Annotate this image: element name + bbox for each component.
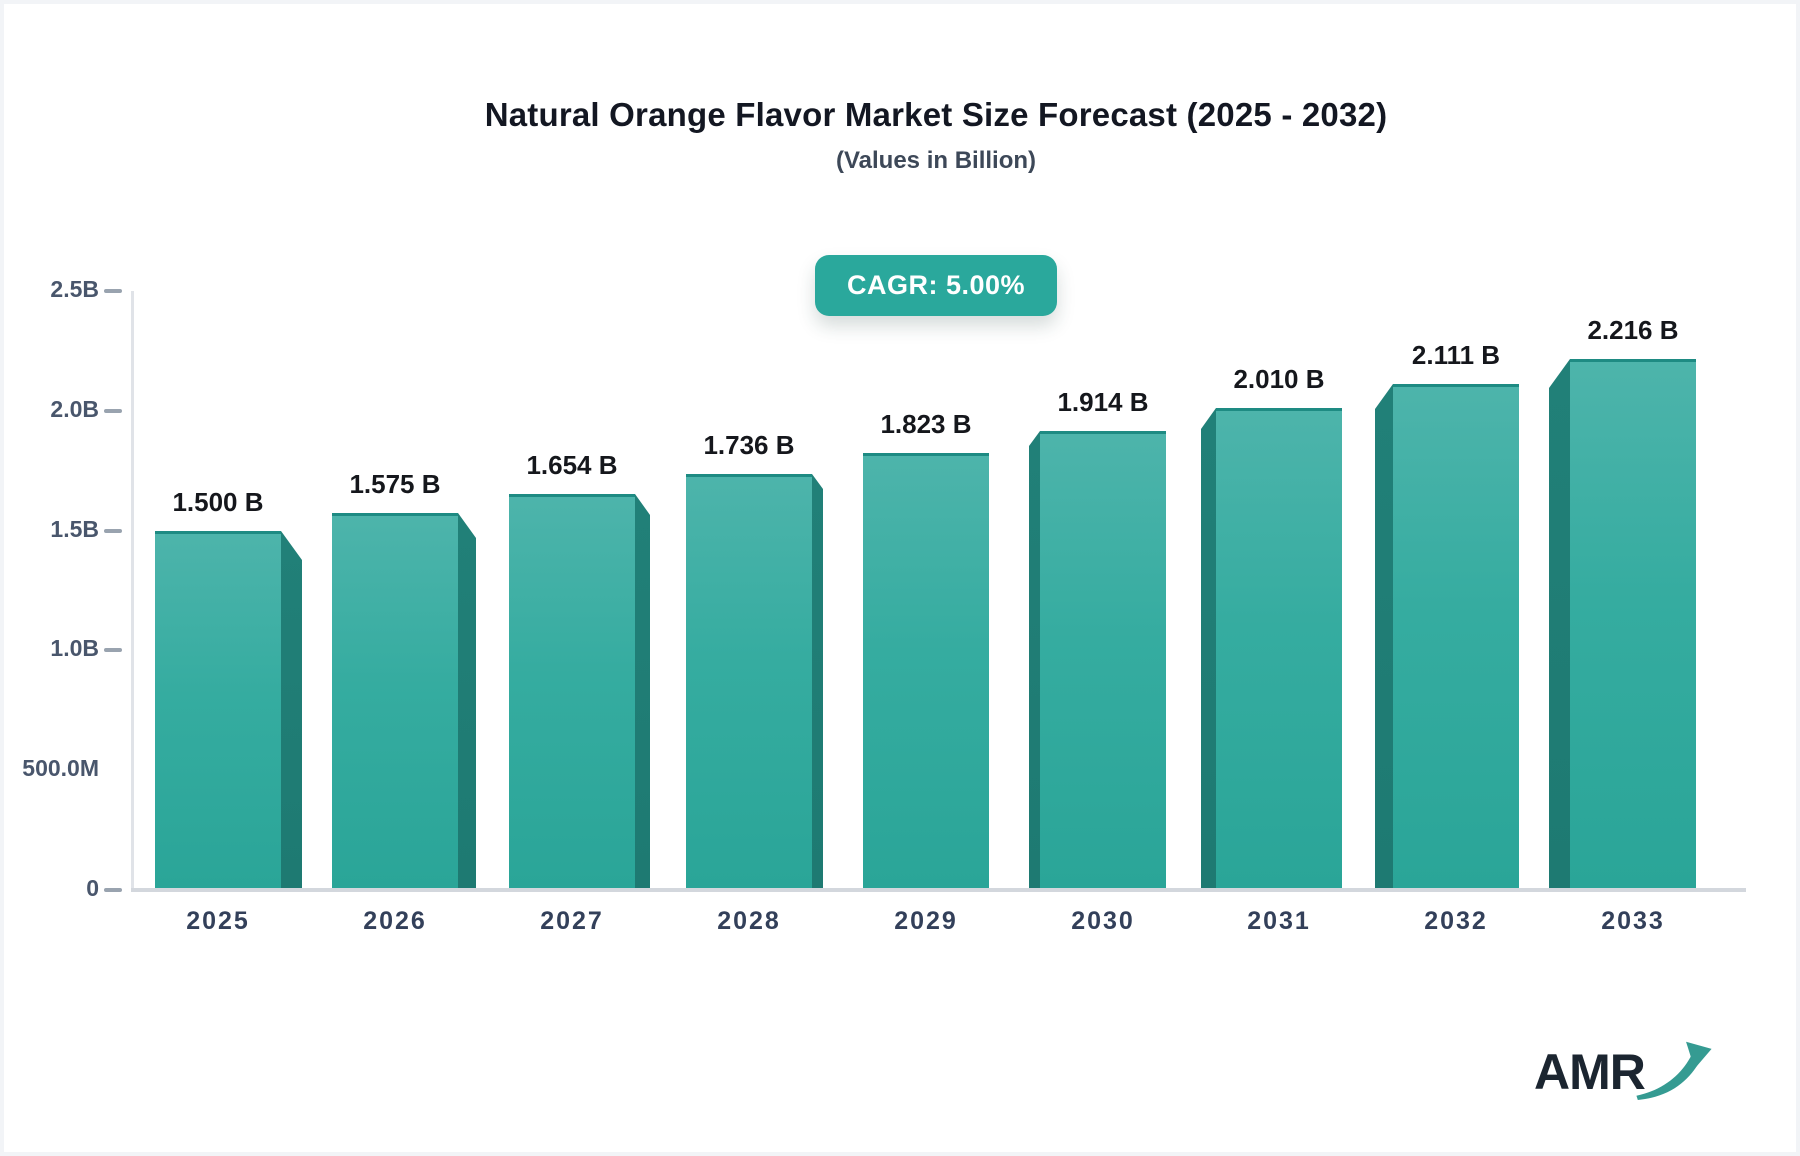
x-axis-label: 2029 <box>894 907 958 935</box>
y-tick-dash <box>104 408 122 413</box>
bar-value-label: 2.010 B <box>1233 364 1325 394</box>
x-axis-label: 2033 <box>1601 907 1665 935</box>
bar-value-label: 1.736 B <box>703 430 795 460</box>
chart-title: Natural Orange Flavor Market Size Foreca… <box>484 96 1388 133</box>
cagr-badge: CAGR: 5.00% <box>814 255 1058 316</box>
y-axis-label: 0 <box>86 875 99 901</box>
bar-side-panel <box>1375 384 1393 890</box>
bar-value-label: 1.823 B <box>880 409 972 439</box>
y-tick-dash <box>104 888 122 892</box>
x-axis-label: 2027 <box>540 907 604 935</box>
bar-value-label: 2.216 B <box>1587 315 1679 345</box>
bar-side-panel <box>1201 408 1216 890</box>
bar-2030 <box>1040 431 1166 890</box>
bar-side-panel <box>281 531 302 890</box>
bar-side-panel <box>635 494 650 890</box>
x-axis-label: 2026 <box>363 907 427 935</box>
bar-2028 <box>686 474 812 890</box>
bar-side-panel <box>1549 359 1570 890</box>
y-tick-dash <box>104 528 122 533</box>
bar-chart: 2.5B 2.0B 1.5B 1.0B 500.0M 0 1.500 B 2025 1.575 … <box>4 4 1796 1152</box>
growth-arrow-icon <box>1636 1041 1712 1100</box>
y-tick-dash <box>104 648 122 653</box>
bar-value-label: 1.575 B <box>349 469 441 499</box>
x-axis-label: 2032 <box>1424 907 1488 935</box>
bar-2032 <box>1393 384 1519 890</box>
bar-2027 <box>509 494 635 890</box>
bar-side-panel <box>1029 431 1040 890</box>
x-axis-label: 2030 <box>1071 907 1135 935</box>
bar-value-label: 1.654 B <box>526 450 618 480</box>
bar-value-label: 1.500 B <box>172 487 264 517</box>
bar-side-panel <box>812 474 823 890</box>
y-tick-dash <box>104 289 122 293</box>
x-axis-label: 2031 <box>1247 907 1311 935</box>
chart-header: Natural Orange Flavor Market Size Foreca… <box>132 4 1740 316</box>
amr-logo: AMR <box>1534 1034 1724 1110</box>
y-axis-label: 1.5B <box>50 515 99 542</box>
bar-2029 <box>863 453 989 890</box>
bar-2025 <box>155 531 281 890</box>
y-axis-label: 500.0M <box>22 755 99 782</box>
bar-2031 <box>1216 408 1342 890</box>
bar-2033 <box>1570 359 1696 890</box>
amr-logo-text: AMR <box>1534 1044 1646 1100</box>
bar-2026 <box>332 513 458 890</box>
bar-value-label: 1.914 B <box>1057 387 1149 417</box>
y-axis-label: 2.0B <box>50 395 99 422</box>
bar-value-label: 2.111 B <box>1411 340 1501 370</box>
x-axis-label: 2025 <box>186 907 250 935</box>
y-axis-label: 2.5B <box>50 276 99 302</box>
x-axis-line <box>131 888 1746 892</box>
y-axis-line <box>131 291 134 892</box>
chart-subtitle: (Values in Billion) <box>835 147 1037 174</box>
x-axis-label: 2028 <box>717 907 781 935</box>
chart-card: Natural Orange Flavor Market Size Foreca… <box>4 4 1796 1152</box>
y-axis-label: 1.0B <box>50 635 99 662</box>
bar-side-panel <box>458 513 476 890</box>
